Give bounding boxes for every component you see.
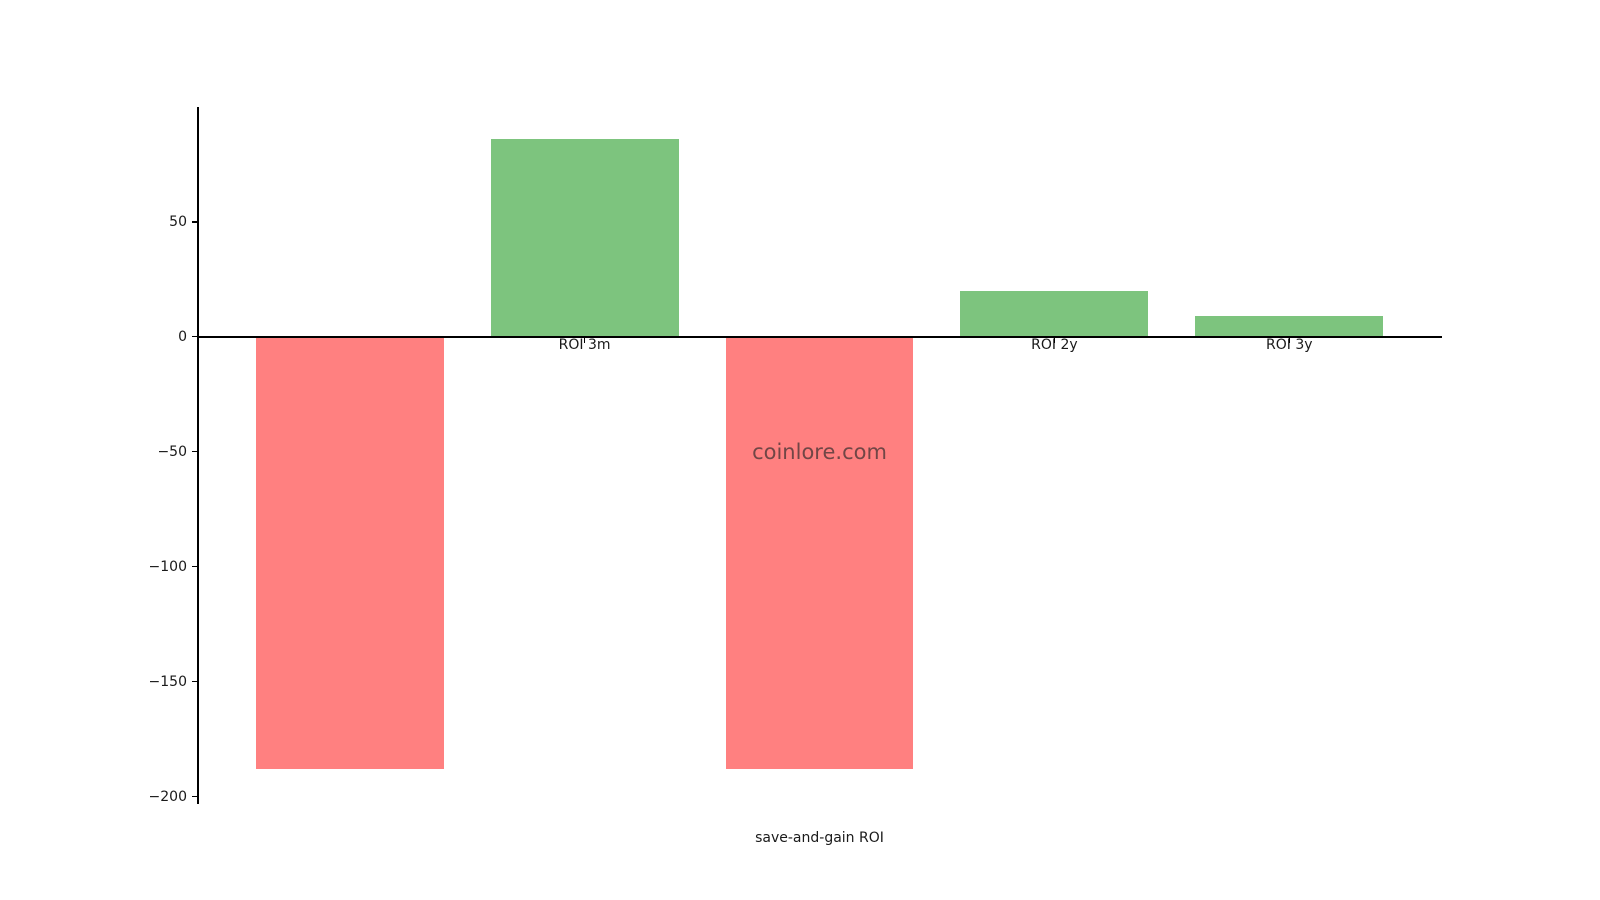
x-axis-line <box>197 336 1442 338</box>
y-tick-label: −150 <box>148 673 187 690</box>
y-tick-mark <box>192 566 197 568</box>
y-tick-mark <box>192 221 197 223</box>
y-tick-label: 0 <box>178 328 187 345</box>
x-tick-mark <box>1053 337 1055 343</box>
y-tick-label: −100 <box>148 558 187 575</box>
x-tick-mark <box>583 337 586 343</box>
y-tick-label: 50 <box>169 213 187 230</box>
x-tick-mark <box>1288 337 1290 343</box>
x-axis-title: save-and-gain ROI <box>755 830 884 846</box>
bar-roi-3m <box>490 139 679 337</box>
y-axis-line <box>197 107 199 804</box>
bar-category-3 <box>725 336 914 769</box>
y-tick-mark <box>192 681 197 683</box>
y-tick-mark <box>192 795 197 798</box>
y-tick-mark <box>192 336 197 338</box>
x-tick-label: ROI 3y <box>1266 337 1313 354</box>
y-tick-label: −50 <box>157 443 187 460</box>
y-tick-label: −200 <box>148 788 187 805</box>
bar-roi-2y <box>960 290 1149 337</box>
bar-roi-3y <box>1195 316 1384 337</box>
x-tick-label: ROI 3m <box>558 337 611 354</box>
watermark-text: coinlore.com <box>752 440 887 464</box>
x-tick-label: ROI 2y <box>1031 337 1078 354</box>
bar-category-1 <box>255 336 444 769</box>
y-tick-mark <box>192 451 197 453</box>
